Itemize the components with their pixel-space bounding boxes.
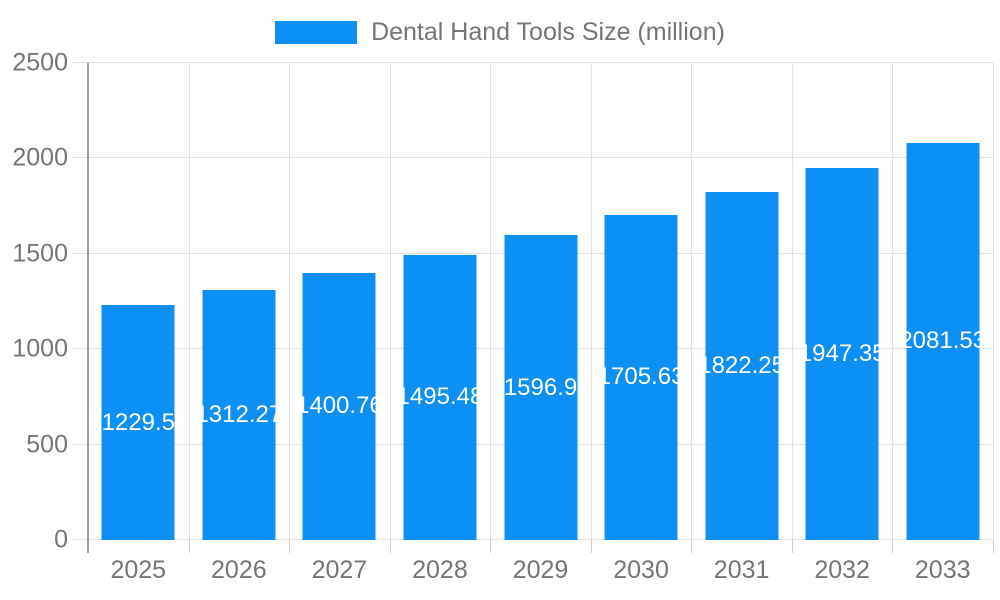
x-axis-tick-mark [188, 540, 190, 553]
bar-value-label: 1495.48 [403, 383, 476, 411]
legend: Dental Hand Tools Size (million) [0, 18, 1000, 47]
x-axis-tick-label: 2029 [512, 556, 569, 584]
plot-area: 0 500 1000 1500 2000 2500 1229.5 1312.27 1400.76… [12, 50, 994, 583]
x-axis-tick-label: 2033 [914, 556, 971, 584]
vertical-gridline [791, 63, 793, 540]
x-axis-tick-label: 2025 [110, 556, 167, 584]
bar[interactable]: 1312.27 [202, 289, 276, 540]
vertical-gridline [993, 63, 994, 540]
vertical-gridline [188, 63, 190, 540]
y-axis-tick-label: 1500 [12, 239, 68, 268]
legend-label[interactable]: Dental Hand Tools Size (million) [371, 18, 725, 46]
x-axis-tick-mark [993, 540, 994, 553]
bar[interactable]: 1400.76 [302, 272, 376, 540]
bar[interactable]: 1705.63 [604, 214, 678, 540]
y-axis-tick-label: 2500 [12, 48, 68, 77]
bar[interactable]: 2081.53 [906, 142, 980, 540]
x-axis-tick-label: 2030 [613, 556, 669, 584]
x-axis-tick-mark [892, 540, 894, 553]
vertical-gridline [289, 63, 291, 540]
legend-swatch[interactable] [275, 21, 358, 44]
x-axis-tick-label: 2028 [412, 556, 468, 584]
bar-value-label: 1400.76 [303, 392, 376, 420]
x-axis-tick-label: 2026 [211, 556, 267, 584]
x-axis-tick-label: 2032 [814, 556, 870, 584]
bar-value-label: 1596.9 [504, 373, 577, 401]
y-axis-tick-label: 1000 [12, 334, 68, 363]
x-axis-tick-label: 2027 [311, 556, 368, 584]
bar[interactable]: 1229.5 [101, 305, 175, 540]
x-axis-tick-mark [691, 540, 693, 553]
vertical-gridline [490, 63, 492, 540]
x-axis-tick-mark [590, 540, 592, 553]
y-axis-tick-label: 500 [26, 430, 68, 459]
horizontal-gridline [72, 157, 993, 159]
bar[interactable]: 1822.25 [705, 192, 779, 540]
y-axis-tick-label: 0 [54, 525, 68, 554]
horizontal-gridline [72, 62, 993, 63]
bar[interactable]: 1947.35 [805, 168, 879, 540]
x-axis-tick-mark [490, 540, 492, 553]
bar-value-label: 1705.63 [605, 363, 678, 391]
vertical-gridline [590, 63, 592, 540]
bar[interactable]: 1596.9 [504, 235, 577, 540]
bar-value-label: 1822.25 [705, 352, 778, 380]
vertical-gridline [892, 63, 894, 540]
x-axis-tick-mark [389, 540, 391, 553]
x-axis-tick-mark [791, 540, 793, 553]
y-axis-line [87, 63, 89, 553]
y-axis-tick-label: 2000 [12, 143, 68, 172]
bar-value-label: 1312.27 [202, 400, 275, 428]
bar[interactable]: 1495.48 [403, 254, 477, 540]
bar-value-label: 1229.5 [101, 408, 175, 436]
vertical-gridline [389, 63, 391, 540]
bar-value-label: 2081.53 [906, 327, 979, 355]
bar-value-label: 1947.35 [806, 340, 879, 368]
x-axis-tick-label: 2031 [713, 556, 770, 584]
x-axis-tick-mark [289, 540, 291, 553]
vertical-gridline [691, 63, 693, 540]
